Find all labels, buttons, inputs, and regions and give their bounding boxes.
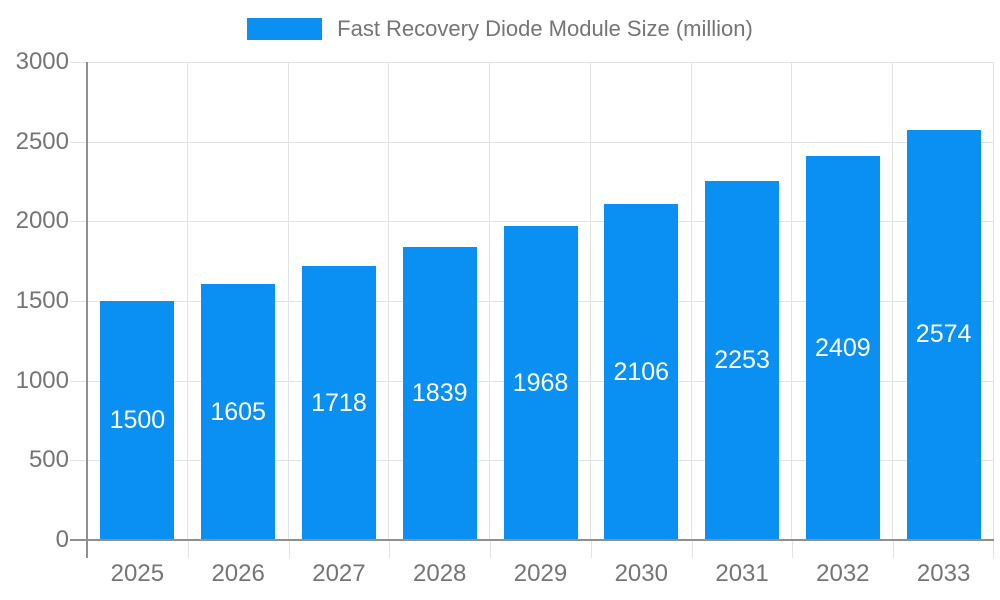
- x-axis-tick-label: 2033: [916, 560, 971, 587]
- y-axis-tick-label: 2000: [15, 207, 69, 235]
- x-axis-tick-label: 2030: [614, 560, 668, 587]
- x-axis-tick-label: 2026: [211, 560, 265, 587]
- bar-value-label: 1968: [512, 368, 569, 397]
- x-axis-tick-label: 2025: [110, 560, 165, 587]
- bar-2027[interactable]: 1718: [301, 266, 376, 540]
- x-tick-mark: [792, 540, 794, 558]
- v-gridline: [993, 62, 994, 540]
- v-gridline: [186, 62, 188, 540]
- bar-2025[interactable]: 1500: [100, 301, 175, 540]
- bar-value-label: 2574: [915, 320, 972, 349]
- y-tick-mark: [70, 460, 87, 462]
- v-gridline: [690, 62, 692, 540]
- x-tick-mark: [993, 540, 994, 558]
- x-tick-mark: [691, 540, 693, 558]
- plot-area: 1500 1605 1718 1839 1968 2106 2253 2409 2574: [87, 62, 994, 540]
- bar-value-label: 1605: [210, 397, 266, 426]
- bar-value-label: 1500: [109, 406, 166, 434]
- y-tick-mark: [70, 62, 87, 63]
- y-axis-tick-label: 1000: [15, 366, 69, 394]
- v-gridline: [489, 62, 491, 540]
- y-tick-mark: [70, 380, 87, 382]
- v-gridline: [791, 62, 793, 540]
- bar-2029[interactable]: 1968: [503, 226, 578, 540]
- x-tick-mark: [490, 540, 492, 558]
- bar-2032[interactable]: 2409: [805, 156, 880, 540]
- bar-2033[interactable]: 2574: [906, 129, 981, 540]
- y-axis-tick-label: 2500: [15, 127, 69, 155]
- bar-2028[interactable]: 1839: [402, 246, 477, 540]
- legend-label: Fast Recovery Diode Module Size (million…: [337, 16, 753, 41]
- x-axis-tick-label: 2027: [312, 560, 366, 587]
- v-gridline: [388, 62, 390, 540]
- bar-value-label: 2409: [815, 333, 871, 362]
- x-tick-mark: [288, 540, 290, 558]
- y-tick-mark: [70, 301, 87, 302]
- h-gridline: [87, 221, 994, 223]
- legend-swatch-icon: [247, 18, 323, 40]
- h-gridline: [87, 141, 994, 143]
- bar-value-label: 2106: [613, 357, 670, 386]
- x-tick-mark: [590, 540, 592, 558]
- bar-value-label: 2253: [714, 346, 770, 374]
- x-axis-tick-label: 2032: [816, 560, 870, 587]
- h-gridline: [87, 62, 994, 63]
- y-tick-mark: [70, 221, 87, 223]
- x-tick-mark: [893, 540, 895, 558]
- y-axis-tick-label: 500: [28, 446, 69, 474]
- x-tick-mark: [187, 540, 189, 558]
- y-axis-tick-label: 3000: [15, 48, 69, 75]
- y-tick-mark: [70, 141, 87, 143]
- v-gridline: [892, 62, 894, 540]
- bar-value-label: 1718: [311, 388, 367, 417]
- v-gridline: [589, 62, 591, 540]
- x-axis-tick-label: 2029: [513, 560, 568, 587]
- x-axis-tick-label: 2031: [715, 560, 769, 587]
- bar-2030[interactable]: 2106: [604, 204, 679, 540]
- y-axis-tick-label: 0: [55, 526, 69, 553]
- bar-2031[interactable]: 2253: [705, 181, 780, 540]
- x-axis-tick-label: 2028: [413, 560, 467, 587]
- bar-value-label: 1839: [411, 378, 468, 407]
- bar-2026[interactable]: 1605: [201, 284, 276, 540]
- x-tick-mark: [389, 540, 391, 558]
- chart-legend[interactable]: Fast Recovery Diode Module Size (million…: [0, 14, 1000, 44]
- x-axis-line: [70, 539, 994, 541]
- y-axis-tick-label: 1500: [15, 287, 69, 314]
- v-gridline: [287, 62, 289, 540]
- y-axis-line: [86, 62, 88, 558]
